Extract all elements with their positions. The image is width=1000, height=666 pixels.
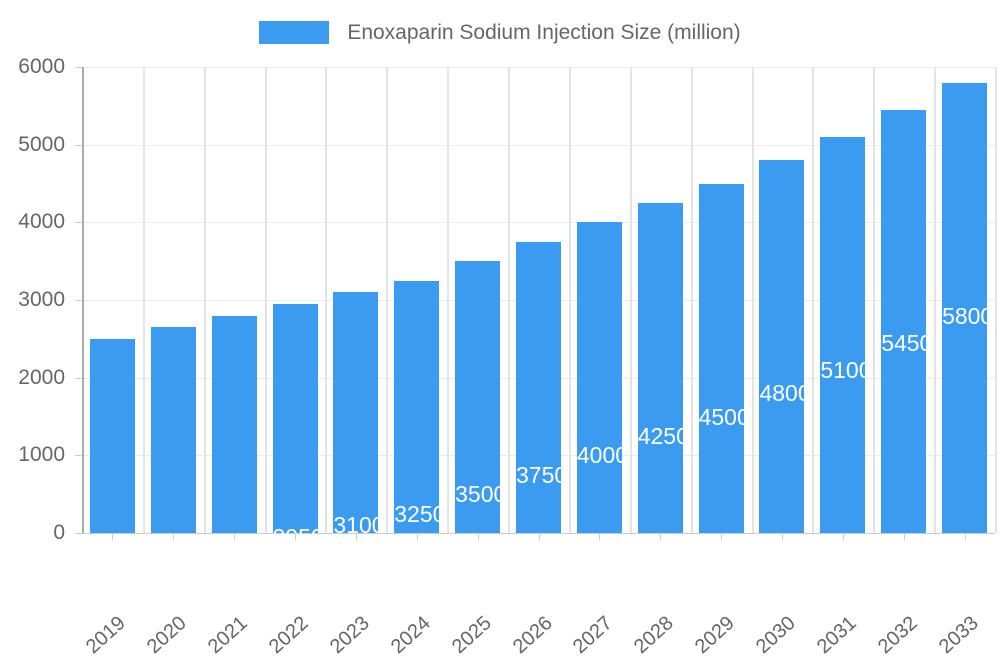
x-axis-tick-mark	[355, 533, 357, 540]
gridline-x	[203, 67, 206, 533]
bar-chart: Enoxaparin Sodium Injection Size (millio…	[0, 16, 1000, 658]
x-axis-tick-mark	[903, 533, 905, 540]
bar[interactable]	[637, 202, 683, 533]
y-axis-tick-label: 3000	[18, 288, 65, 311]
y-axis-tick-label: 4000	[18, 210, 65, 234]
bar[interactable]	[89, 338, 135, 533]
x-axis-tick-label: 2030	[751, 612, 800, 659]
x-axis-tick-mark	[842, 533, 844, 540]
bar[interactable]	[942, 82, 988, 533]
gridline-x	[873, 67, 876, 533]
bar[interactable]	[394, 280, 440, 533]
bar-value-label: 2500	[89, 560, 135, 584]
bar[interactable]	[455, 261, 501, 533]
gridline-x	[325, 67, 328, 533]
x-axis-tick-label: 2033	[934, 612, 983, 659]
x-axis-tick-label: 2025	[447, 612, 496, 659]
x-axis-tick-mark	[477, 533, 479, 540]
x-axis-tick-label: 2019	[82, 612, 131, 659]
gridline-x	[82, 67, 84, 533]
bar-value-label: 2650	[150, 549, 196, 573]
x-axis-tick-label: 2026	[508, 612, 557, 659]
plot-area: 0 1000 2000 3000 4000 5000 6000 2500 2650 2800 29…	[18, 55, 997, 658]
x-axis-tick-mark	[964, 533, 966, 540]
y-axis-tick-mark	[75, 455, 82, 457]
bar[interactable]	[881, 109, 927, 533]
y-axis-tick-mark	[75, 222, 82, 224]
y-axis-tick-mark	[75, 377, 82, 379]
gridline-x	[629, 67, 632, 533]
x-axis-tick-label: 2021	[204, 612, 252, 659]
x-axis-tick-label: 2022	[264, 612, 313, 659]
gridline-x	[508, 67, 511, 533]
x-axis-tick-label: 2027	[569, 612, 618, 659]
gridline-x	[995, 67, 997, 533]
x-axis-tick-mark	[234, 533, 236, 540]
x-axis-tick-label: 2031	[812, 612, 861, 659]
x-axis-tick-label: 2029	[691, 612, 739, 659]
x-axis-tick-mark	[416, 533, 418, 540]
x-axis-tick-label: 2023	[325, 612, 374, 659]
bar[interactable]	[211, 315, 257, 533]
gridline-x	[568, 67, 571, 533]
x-axis-tick-label: 2028	[630, 612, 678, 659]
x-axis-tick-label: 2032	[873, 612, 922, 659]
bar[interactable]	[516, 241, 561, 533]
gridline-y	[82, 144, 995, 146]
gridline-x	[934, 67, 937, 533]
y-axis-tick-mark	[75, 300, 82, 301]
y-axis-tick-label: 5000	[18, 132, 65, 156]
bar[interactable]	[576, 222, 622, 533]
x-axis-tick-mark	[295, 533, 297, 540]
legend-label[interactable]: Enoxaparin Sodium Injection Size (millio…	[347, 20, 741, 44]
y-axis-tick-mark	[75, 67, 82, 68]
x-axis-tick-mark	[173, 533, 175, 540]
bar[interactable]	[698, 183, 744, 533]
x-axis-tick-mark	[781, 533, 783, 540]
bar[interactable]	[150, 327, 196, 533]
legend-color-swatch[interactable]	[259, 20, 330, 44]
y-axis-tick-mark	[75, 533, 82, 534]
gridline-x	[386, 67, 389, 533]
bar-value-label: 2800	[211, 537, 257, 561]
x-axis-tick-mark	[660, 533, 662, 540]
x-axis-tick-mark	[721, 533, 723, 540]
chart-legend: Enoxaparin Sodium Injection Size (millio…	[0, 16, 1000, 48]
bar[interactable]	[820, 136, 866, 533]
bar[interactable]	[333, 292, 379, 533]
y-axis-tick-label: 2000	[18, 365, 65, 389]
gridline-x	[264, 67, 267, 533]
y-axis-tick-label: 1000	[18, 443, 65, 467]
bar[interactable]	[272, 303, 318, 533]
x-axis-tick-mark	[599, 533, 601, 540]
gridline-y	[82, 222, 995, 224]
gridline-x	[751, 67, 754, 533]
gridline-x	[812, 67, 815, 533]
x-axis-tick-mark	[538, 533, 540, 540]
gridline-x	[447, 67, 450, 533]
x-axis-tick-label: 2020	[143, 612, 192, 659]
x-axis-tick-label: 2024	[386, 612, 435, 659]
y-axis-tick-label: 0	[53, 521, 65, 544]
y-axis-tick-mark	[75, 144, 82, 146]
gridline-x	[690, 67, 693, 533]
y-axis-tick-label: 6000	[18, 55, 65, 78]
gridline-y	[82, 67, 995, 68]
gridline-x	[142, 67, 145, 533]
x-axis-tick-mark	[112, 533, 114, 540]
bar[interactable]	[759, 160, 805, 533]
